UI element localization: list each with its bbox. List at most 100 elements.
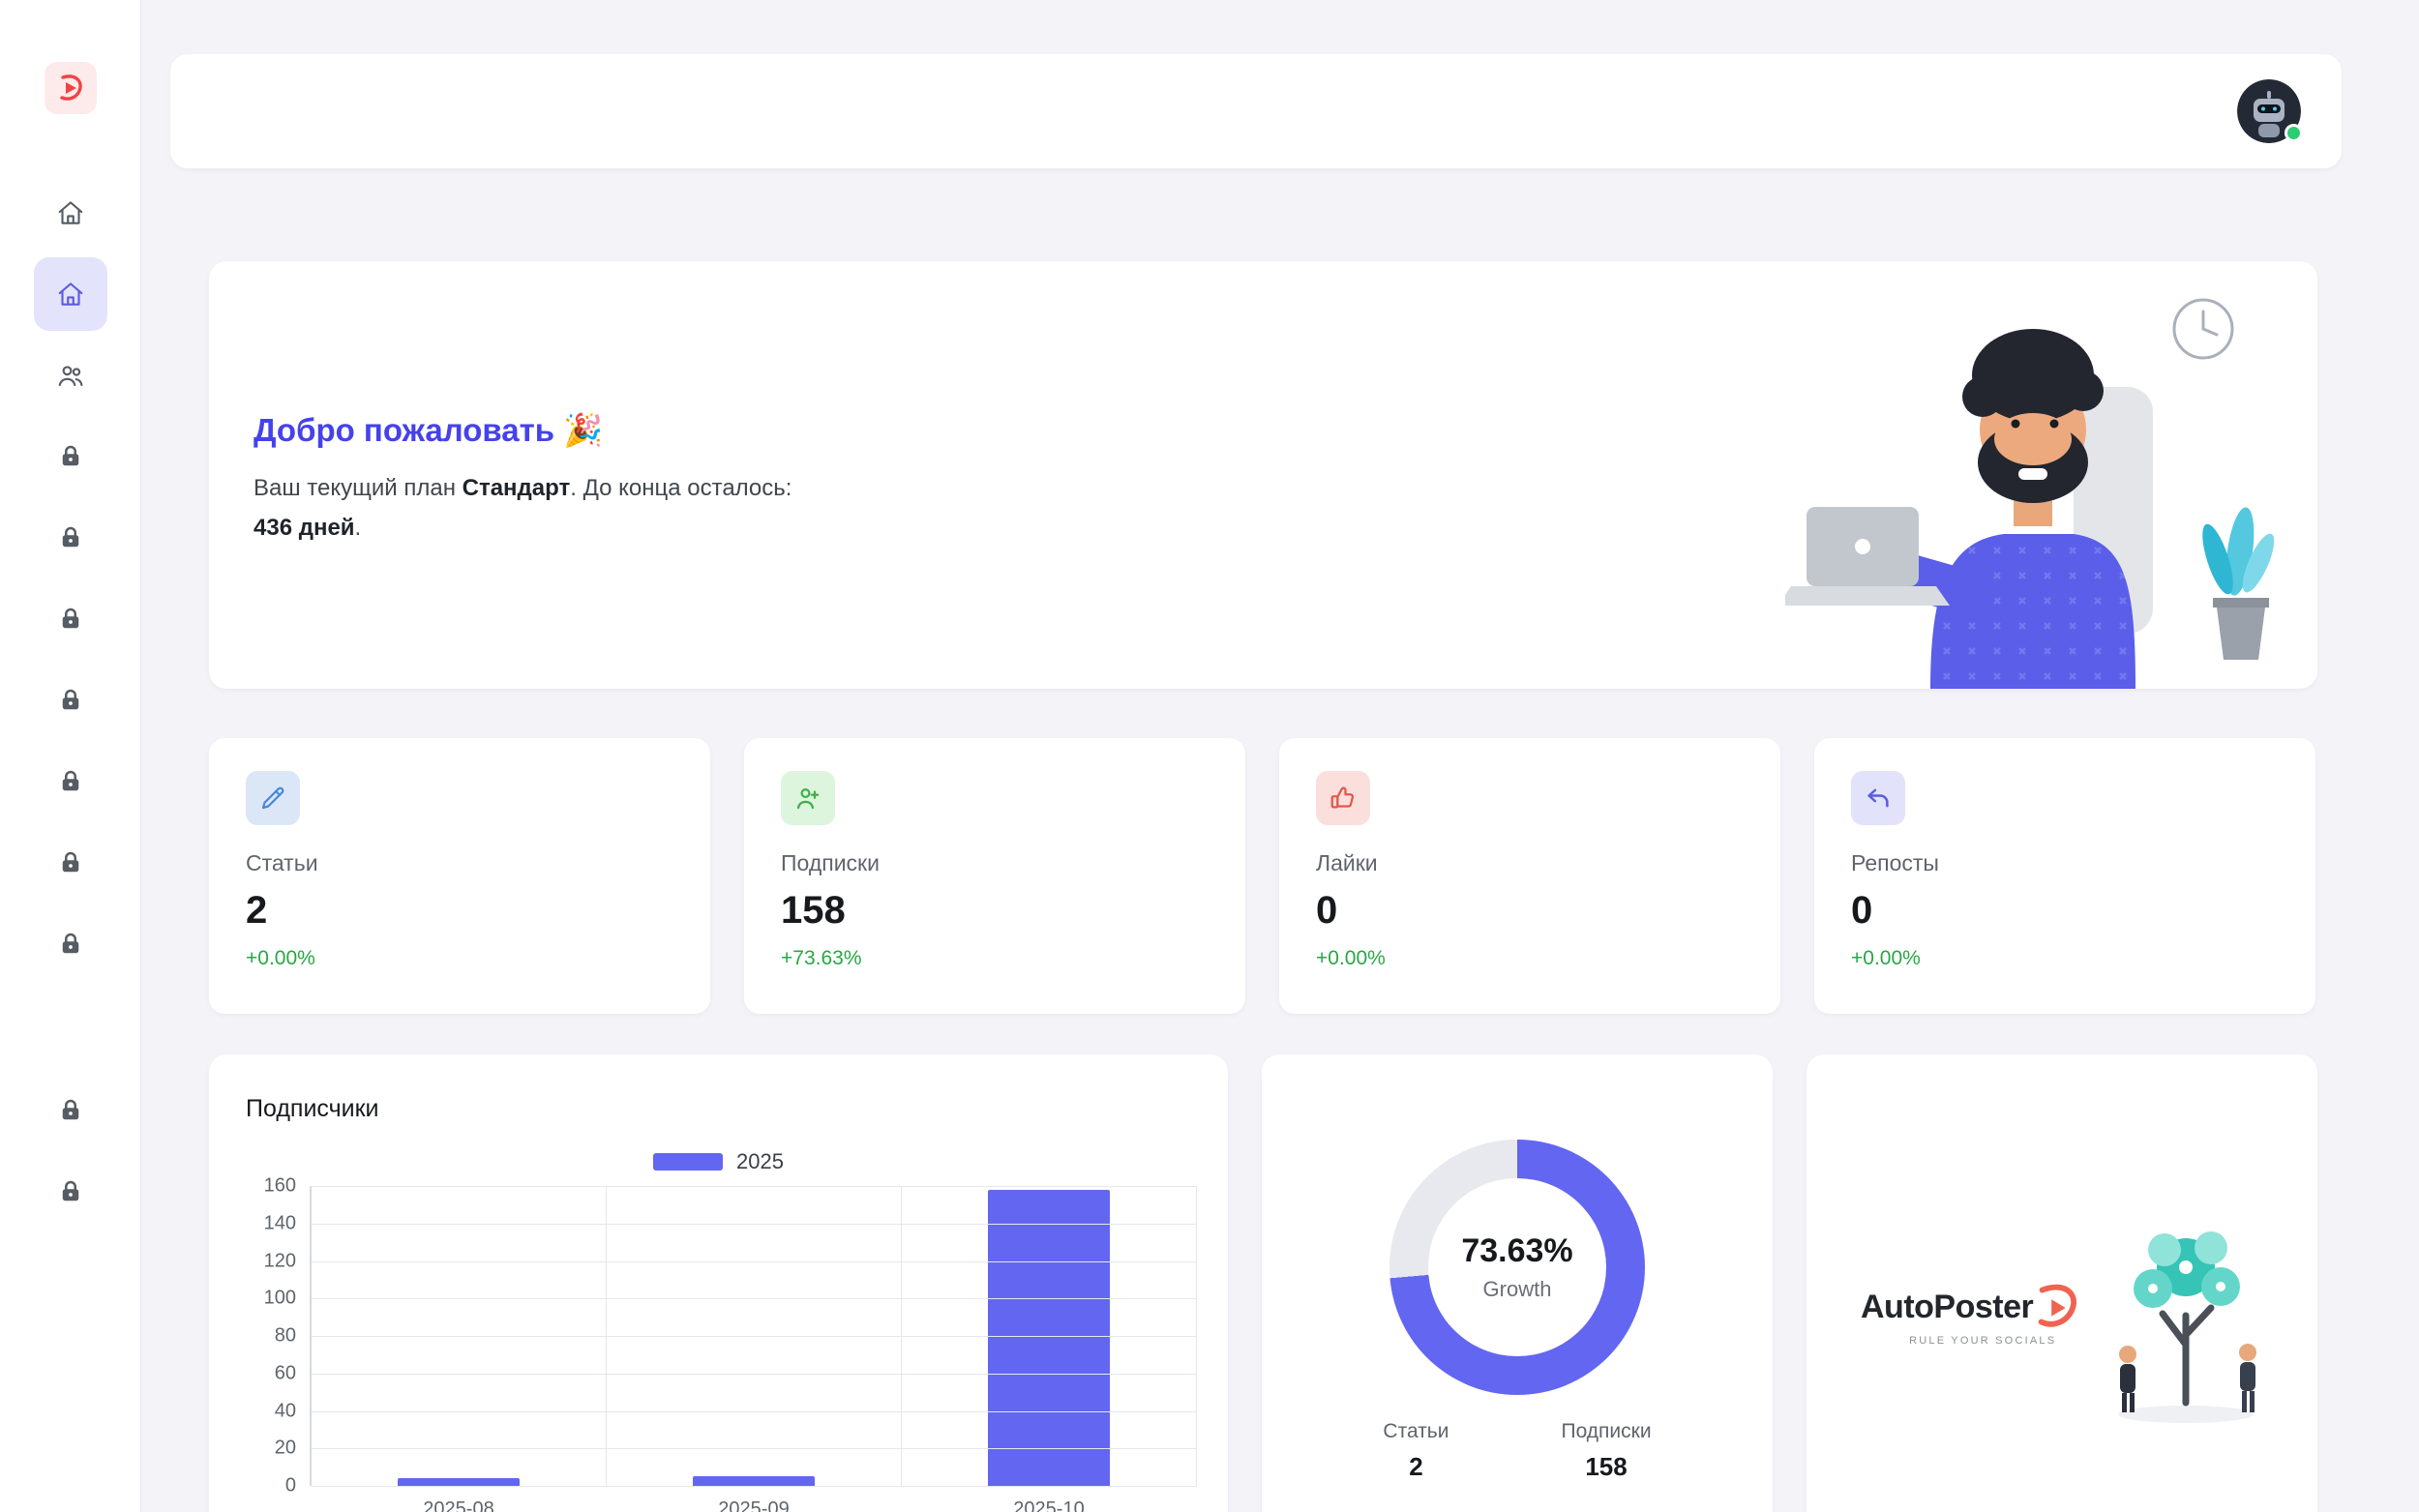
gridline	[312, 1186, 1197, 1187]
gridline	[312, 1336, 1197, 1337]
gridline	[312, 1260, 1197, 1262]
social-tree-illustration	[2118, 1231, 2256, 1423]
stat-value: 158	[781, 889, 846, 932]
home-icon	[56, 280, 85, 309]
plan-suffix: . До конца осталось:	[570, 475, 792, 501]
lock-icon	[56, 930, 85, 959]
clock-icon	[2172, 298, 2234, 360]
bar-2025-09	[693, 1476, 815, 1486]
stat-value: 0	[1316, 889, 1338, 932]
autoposter-logo-icon[interactable]	[44, 62, 97, 114]
sidebar-item-locked-4[interactable]	[34, 664, 107, 737]
lock-icon	[56, 442, 85, 471]
donut-legend-value: 2	[1409, 1452, 1423, 1481]
y-tick-label: 20	[274, 1437, 296, 1459]
bar-2025-08	[398, 1478, 520, 1486]
y-tick-label: 100	[263, 1287, 296, 1309]
chart-title: Подписчики	[246, 1095, 379, 1122]
x-tick-label: 2025-08	[423, 1498, 494, 1512]
plan-info: Ваш текущий план Стандарт. До конца оста…	[254, 468, 791, 548]
legend-label: 2025	[736, 1149, 784, 1173]
donut-sublabel: Growth	[1482, 1277, 1552, 1301]
play-logo-glyph	[59, 74, 82, 101]
bar-chart-plot: 2025-08 2025-09 2025-10 160 140 120 100 80 60 40…	[264, 1175, 1197, 1512]
home-icon	[56, 198, 85, 227]
sidebar-item-locked-3[interactable]	[34, 582, 107, 656]
chart-legend[interactable]: 2025	[209, 1149, 1228, 1174]
lock-icon	[56, 523, 85, 552]
stat-change: +0.00%	[1316, 947, 1386, 969]
stat-card-likes: Лайки 0 +0.00%	[1279, 738, 1780, 1014]
sidebar-item-locked-5[interactable]	[34, 745, 107, 818]
man-at-laptop-illustration	[1785, 298, 2275, 689]
y-tick-label: 140	[263, 1212, 296, 1234]
stat-label: Репосты	[1851, 850, 1939, 875]
x-tick-label: 2025-10	[1013, 1498, 1085, 1512]
stat-value: 2	[246, 889, 268, 932]
stat-label: Подписки	[781, 850, 880, 875]
lock-icon	[56, 1096, 85, 1125]
donut-legend-label: Подписки	[1561, 1420, 1652, 1442]
stat-label: Статьи	[246, 850, 318, 875]
thumbs-up-icon	[1316, 771, 1370, 825]
sidebar-item-locked-7[interactable]	[34, 907, 107, 981]
x-tick-label: 2025-09	[718, 1498, 790, 1512]
stat-change: +0.00%	[246, 947, 315, 969]
pencil-icon	[246, 771, 300, 825]
donut-chart: 73.63% Growth	[1389, 1140, 1645, 1395]
donut-legend-item: Статьи 2	[1383, 1420, 1448, 1482]
sidebar-item-locked-8[interactable]	[34, 1074, 107, 1147]
users-icon	[56, 361, 85, 390]
lock-icon	[56, 767, 85, 796]
days-left: 436 дней	[254, 515, 355, 541]
stat-change: +0.00%	[1851, 947, 1921, 969]
welcome-title: Добро пожаловать 🎉	[254, 412, 604, 448]
sidebar-item-locked-9[interactable]	[34, 1155, 107, 1229]
gridline	[312, 1223, 1197, 1225]
gridline	[312, 1373, 1197, 1375]
sidebar-item-users[interactable]	[34, 339, 107, 412]
donut-legend: Статьи 2 Подписки 158	[1262, 1420, 1773, 1482]
y-tick-label: 0	[284, 1474, 296, 1497]
sidebar-item-locked-1[interactable]	[34, 420, 107, 493]
plant-illustration	[2202, 507, 2275, 660]
bar-2025-10	[988, 1189, 1110, 1486]
plan-name: Стандарт	[462, 475, 571, 501]
gridline	[312, 1448, 1197, 1450]
y-tick-label: 160	[263, 1174, 296, 1197]
plan-prefix: Ваш текущий план	[254, 475, 463, 501]
sidebar-item-locked-2[interactable]	[34, 501, 107, 575]
sidebar-item-dashboard[interactable]	[33, 257, 107, 331]
stat-card-subscriptions: Подписки 158 +73.63%	[744, 738, 1245, 1014]
lock-icon	[56, 686, 85, 715]
sidebar-item-locked-6[interactable]	[34, 826, 107, 900]
donut-legend-label: Статьи	[1383, 1420, 1449, 1442]
stat-label: Лайки	[1316, 850, 1378, 875]
donut-legend-item: Подписки 158	[1561, 1420, 1651, 1482]
donut-center: 73.63% Growth	[1428, 1178, 1606, 1356]
stat-change: +73.63%	[781, 947, 862, 969]
stat-card-articles: Статьи 2 +0.00%	[209, 738, 710, 1014]
top-header	[170, 54, 2342, 168]
brand-tagline: RULE YOUR SOCIALS	[1909, 1335, 2057, 1347]
online-status-dot	[2285, 124, 2303, 142]
lock-icon	[56, 1177, 85, 1206]
sidebar-nav	[33, 176, 107, 1236]
y-tick-label: 120	[263, 1250, 296, 1271]
bar-column-2025-10: 2025-10	[902, 1186, 1197, 1512]
y-tick-label: 60	[274, 1362, 296, 1384]
followers-icon	[781, 771, 835, 825]
legend-swatch	[653, 1153, 724, 1171]
stat-card-reposts: Репосты 0 +0.00%	[1814, 738, 2315, 1014]
sidebar-item-home[interactable]	[34, 176, 107, 250]
growth-donut-card: 73.63% Growth Статьи 2 Подписки 158	[1262, 1054, 1773, 1512]
days-suffix: .	[354, 515, 362, 541]
repost-icon	[1851, 771, 1905, 825]
y-tick-label: 40	[274, 1400, 296, 1421]
autoposter-swoosh-icon	[2038, 1284, 2077, 1327]
stat-value: 0	[1851, 889, 1873, 932]
gridline	[312, 1410, 1197, 1412]
gridline	[312, 1298, 1197, 1300]
brand-lockup: AutoPoster RULE YOUR SOCIALS	[1861, 1279, 2085, 1347]
